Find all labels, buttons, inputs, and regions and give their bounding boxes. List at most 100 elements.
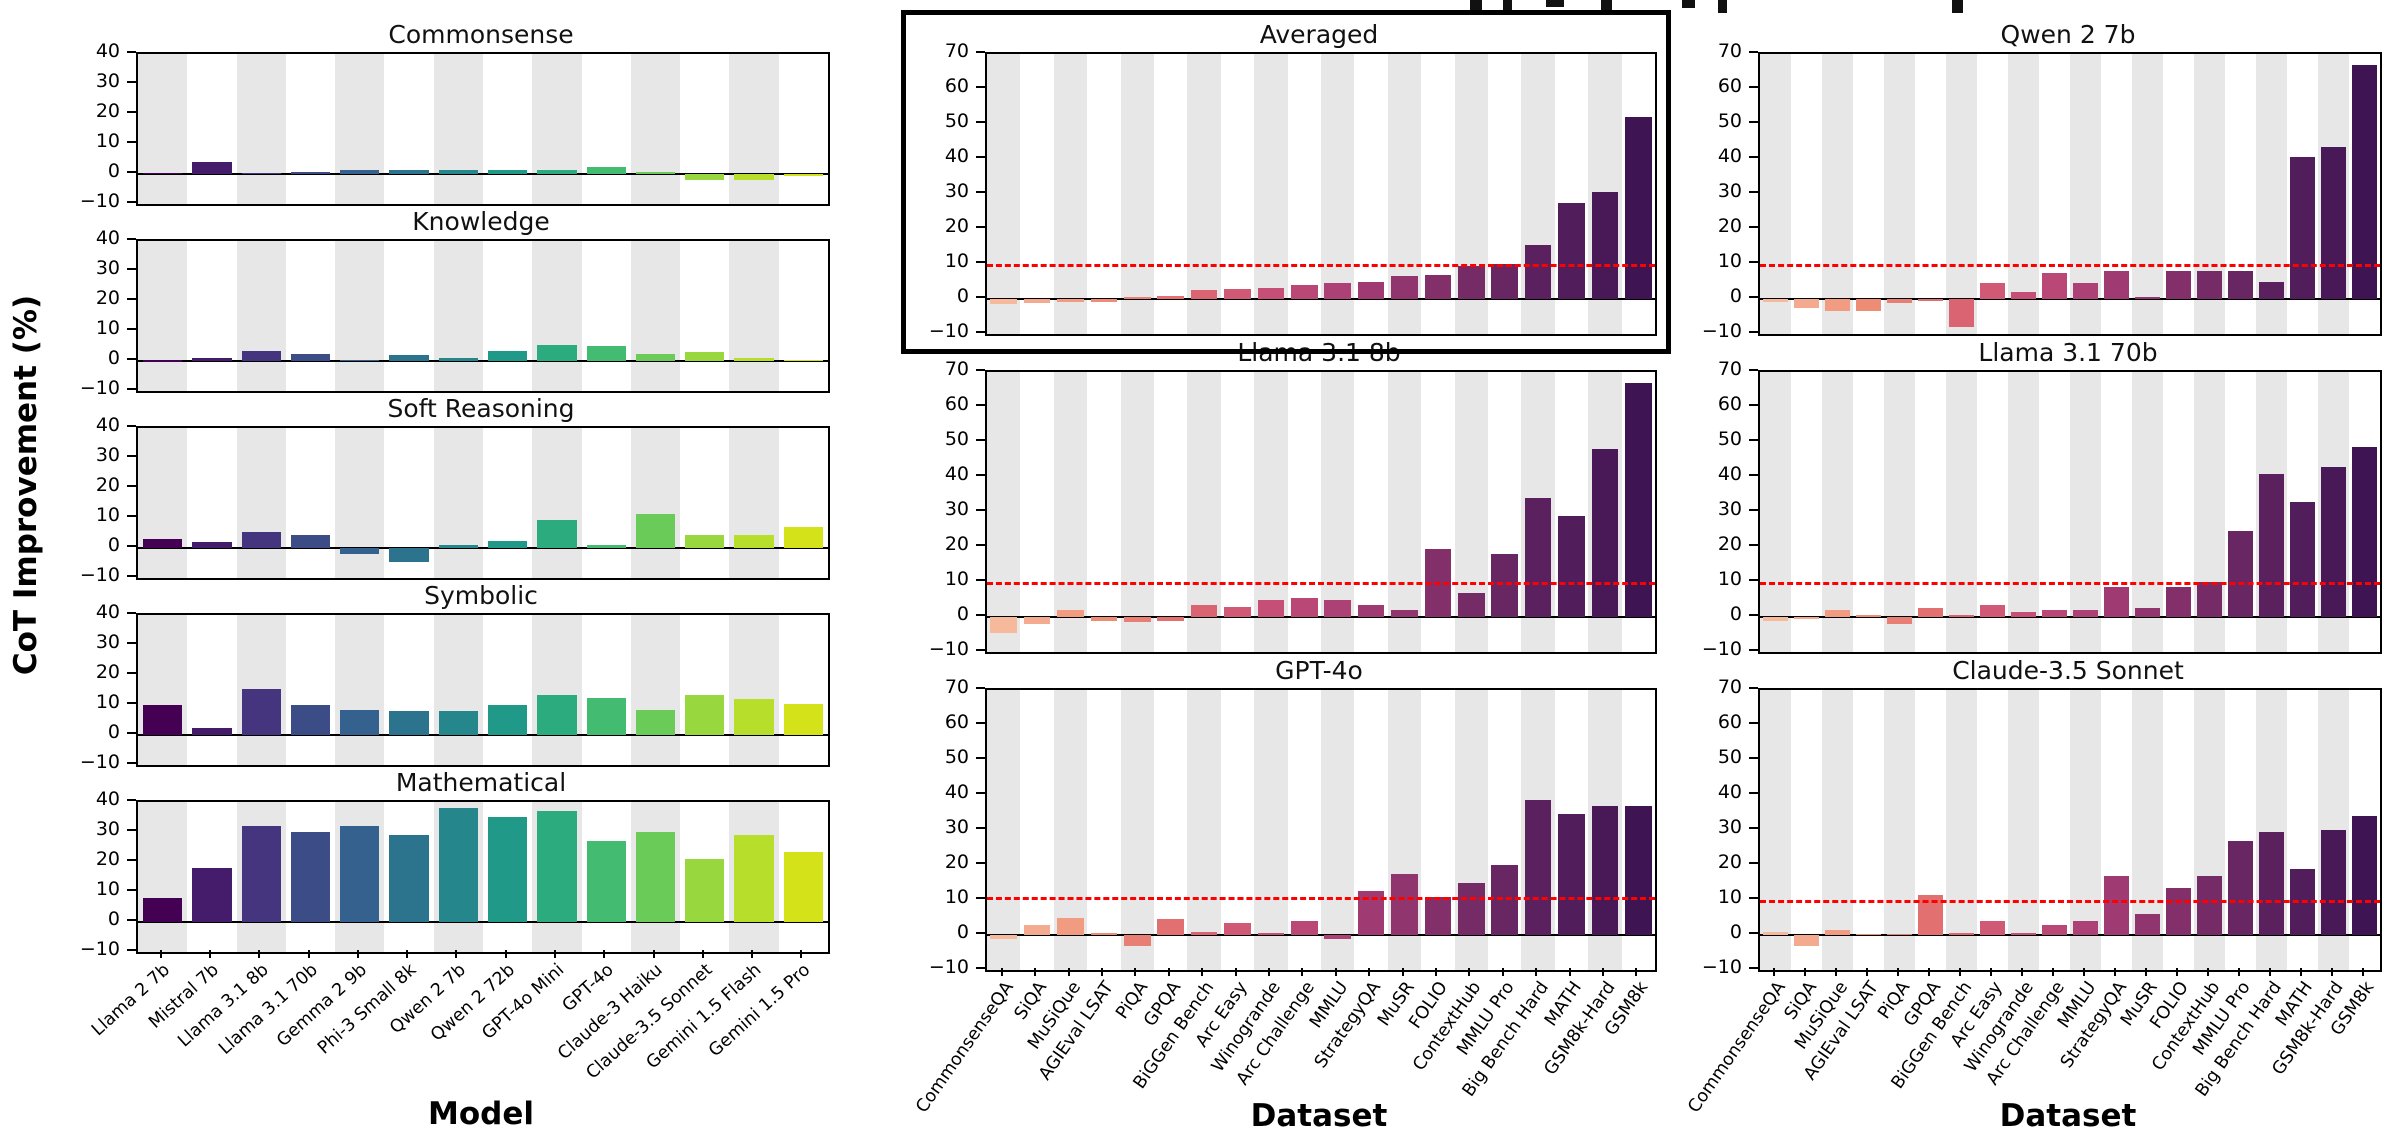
plot-area xyxy=(136,613,830,767)
bar xyxy=(586,697,626,735)
bar xyxy=(142,898,183,922)
x-tick-mark xyxy=(1067,968,1070,976)
column-stripe xyxy=(335,615,385,765)
y-tick-mark xyxy=(976,862,985,864)
bar xyxy=(2290,501,2315,617)
y-tick-mark xyxy=(976,827,985,829)
column-stripe xyxy=(433,241,483,391)
y-tick-label: 50 xyxy=(1717,428,1742,450)
y-tick-label: −10 xyxy=(928,956,969,978)
bar xyxy=(1424,274,1452,299)
column-stripe xyxy=(236,54,286,204)
bar xyxy=(2011,611,2036,617)
y-tick-mark xyxy=(1749,51,1758,53)
bar xyxy=(685,352,725,361)
column-stripe xyxy=(1884,54,1915,334)
bar xyxy=(389,835,429,922)
bar xyxy=(487,705,528,735)
y-tick-label: 0 xyxy=(1729,921,1742,943)
y-tick-label: −10 xyxy=(1701,320,1742,342)
y-tick-mark xyxy=(127,545,136,547)
y-tick-mark xyxy=(976,544,985,546)
x-tick-mark xyxy=(258,950,261,958)
y-tick-mark xyxy=(127,201,136,203)
y-tick-label: 40 xyxy=(944,463,969,485)
subplot-llama-3-1-70b: Llama 3.1 70b −10 0 10 20 30 40 50 60 70 xyxy=(1678,338,2382,659)
bar xyxy=(1794,299,1819,308)
y-tick-label: −10 xyxy=(928,320,969,342)
y-tick-label: 0 xyxy=(107,721,120,743)
bar xyxy=(2228,531,2253,617)
y-tick-mark xyxy=(976,649,985,651)
bar xyxy=(2135,608,2160,617)
x-tick-mark xyxy=(406,950,409,958)
bar xyxy=(783,359,824,361)
x-tick-mark xyxy=(2268,968,2271,976)
bar xyxy=(290,832,331,922)
column-stripe xyxy=(2132,54,2163,334)
bar xyxy=(2228,840,2253,935)
x-tick-mark xyxy=(1803,968,1806,976)
x-tick-mark xyxy=(2237,968,2240,976)
bar xyxy=(635,513,676,548)
bar xyxy=(1391,610,1418,617)
column-stripe xyxy=(1254,690,1288,970)
y-tick-label: 0 xyxy=(107,347,120,369)
x-tick-mark xyxy=(1100,968,1103,976)
bar xyxy=(1763,299,1788,302)
y-tick-label: 10 xyxy=(1717,250,1742,272)
y-tick-mark xyxy=(127,111,136,113)
bar xyxy=(2073,921,2098,935)
bar xyxy=(1558,202,1585,299)
y-tick-label: 70 xyxy=(1717,676,1742,698)
x-tick-mark xyxy=(603,950,606,958)
y-tick-label: −10 xyxy=(79,190,120,212)
y-tick-mark xyxy=(976,331,985,333)
plot-area xyxy=(1758,370,2382,654)
x-tick-mark xyxy=(2361,968,2364,976)
bar xyxy=(2073,283,2098,299)
y-tick-mark xyxy=(127,612,136,614)
column-stripe xyxy=(1946,372,1977,652)
x-tick-mark xyxy=(2206,968,2209,976)
x-tick-mark xyxy=(1234,968,1237,976)
bar xyxy=(1856,615,1881,617)
y-tick-label: 0 xyxy=(107,908,120,930)
chart-title: Knowledge xyxy=(412,207,550,236)
column-stripe xyxy=(1760,372,1791,652)
y-tick-mark xyxy=(976,86,985,88)
column-stripe xyxy=(2070,372,2101,652)
y-tick-mark xyxy=(127,358,136,360)
bar xyxy=(586,841,626,922)
y-tick-mark xyxy=(1749,827,1758,829)
zero-line xyxy=(1760,616,2380,618)
bar xyxy=(1424,896,1452,935)
y-tick-label: 20 xyxy=(95,661,120,683)
zero-line xyxy=(138,173,828,175)
column-stripe xyxy=(138,802,188,952)
bar xyxy=(1887,933,1912,936)
bar xyxy=(438,711,479,735)
y-tick-label: 0 xyxy=(107,160,120,182)
y-tick-label: 60 xyxy=(944,393,969,415)
bar xyxy=(2352,64,2377,299)
column-stripe xyxy=(630,54,681,204)
y-tick-label: 40 xyxy=(95,414,120,436)
y-tick-label: 20 xyxy=(95,100,120,122)
bar xyxy=(1190,290,1218,299)
column-stripe xyxy=(1946,54,1977,334)
y-tick-mark xyxy=(976,226,985,228)
column-stripe xyxy=(532,54,582,204)
chart-title: Llama 3.1 70b xyxy=(1978,338,2158,367)
y-tick-mark xyxy=(976,722,985,724)
reference-line xyxy=(1760,900,2380,904)
bar xyxy=(142,172,183,175)
column-stripe xyxy=(2008,54,2039,334)
bar xyxy=(2352,816,2377,935)
x-tick-mark xyxy=(2175,968,2178,976)
y-tick-mark xyxy=(127,889,136,891)
bar xyxy=(1157,919,1185,935)
bar xyxy=(1524,244,1552,299)
bar xyxy=(487,350,528,361)
y-tick-mark xyxy=(1749,614,1758,616)
